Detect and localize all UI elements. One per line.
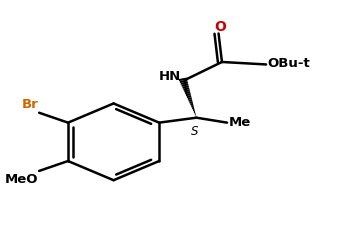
Text: Br: Br xyxy=(21,98,38,111)
Text: MeO: MeO xyxy=(5,173,38,186)
Text: Me: Me xyxy=(229,116,251,129)
Text: HN: HN xyxy=(159,70,181,83)
Text: O: O xyxy=(214,20,226,34)
Text: OBu-t: OBu-t xyxy=(268,58,311,70)
Text: S: S xyxy=(191,125,198,138)
